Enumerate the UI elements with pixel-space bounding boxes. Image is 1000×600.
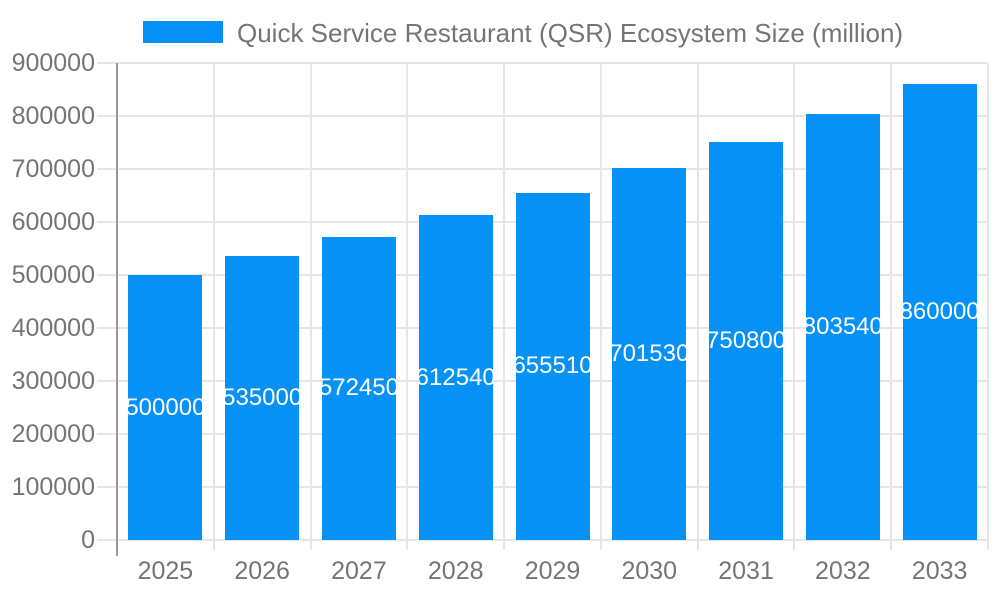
y-gridline [97,62,988,64]
x-axis-tick-label: 2031 [718,557,774,585]
bar-value-label: 655510 [515,352,590,380]
y-axis-tick-label: 700000 [11,155,95,183]
x-axis-tick [406,540,409,550]
y-gridline [97,539,988,541]
x-axis-tick [599,540,602,550]
bar-value-label: 572450 [321,374,396,402]
x-gridline [309,63,312,540]
bar-2028[interactable]: 612540 [418,215,493,540]
bar-2032[interactable]: 803540 [805,114,880,540]
x-gridline [503,63,506,540]
x-gridline [212,63,215,540]
bar-2027[interactable]: 572450 [321,236,396,540]
bar-value-label: 750800 [709,327,784,355]
x-axis-tick-label: 2027 [331,557,387,585]
y-axis-tick-label: 300000 [11,367,95,395]
y-axis-line [116,63,118,556]
y-axis-tick-label: 200000 [11,420,95,448]
x-gridline [599,63,602,540]
bar-value-label: 860000 [902,298,977,326]
y-axis-tick-label: 500000 [11,261,95,289]
x-axis-tick-label: 2033 [911,557,968,585]
x-axis-tick [212,540,215,550]
y-gridline [97,115,988,117]
x-axis-tick [793,540,796,550]
x-axis-tick [890,540,893,550]
x-axis-tick [503,540,506,550]
bar-value-label: 701530 [612,340,687,368]
x-axis-tick-label: 2025 [137,557,194,585]
legend-label: Quick Service Restaurant (QSR) Ecosystem… [237,18,904,48]
bar-value-label: 500000 [128,393,203,421]
legend-swatch-icon [143,21,223,43]
y-axis-tick-label: 0 [81,526,95,554]
x-gridline [987,63,989,540]
bar-2030[interactable]: 701530 [612,168,687,540]
y-axis-tick-label: 400000 [11,314,95,342]
x-gridline [406,63,409,540]
x-axis-tick-label: 2029 [524,557,581,585]
x-gridline [890,63,893,540]
y-axis-tick-label: 600000 [11,208,95,236]
x-axis-tick [696,540,699,550]
x-axis-tick [987,540,989,550]
bar-value-label: 803540 [805,313,880,341]
x-axis-tick-label: 2032 [815,557,871,585]
y-axis-tick-label: 100000 [11,473,95,501]
x-axis-tick-label: 2030 [621,557,678,585]
bar-2029[interactable]: 655510 [515,192,590,540]
bar-2033[interactable]: 860000 [902,84,977,540]
x-axis-tick [309,540,312,550]
y-gridline [97,168,988,170]
bar-value-label: 535000 [225,384,300,412]
x-gridline [696,63,699,540]
x-gridline [793,63,796,540]
bar-value-label: 612540 [418,363,493,391]
x-axis-tick-label: 2026 [234,557,290,585]
bar-2025[interactable]: 500000 [128,275,203,540]
x-axis-tick-label: 2028 [427,557,484,585]
bar-2026[interactable]: 535000 [225,256,300,540]
bar-2031[interactable]: 750800 [709,142,784,540]
y-axis-tick-label: 800000 [11,102,95,130]
y-axis-tick-label: 900000 [11,49,95,77]
